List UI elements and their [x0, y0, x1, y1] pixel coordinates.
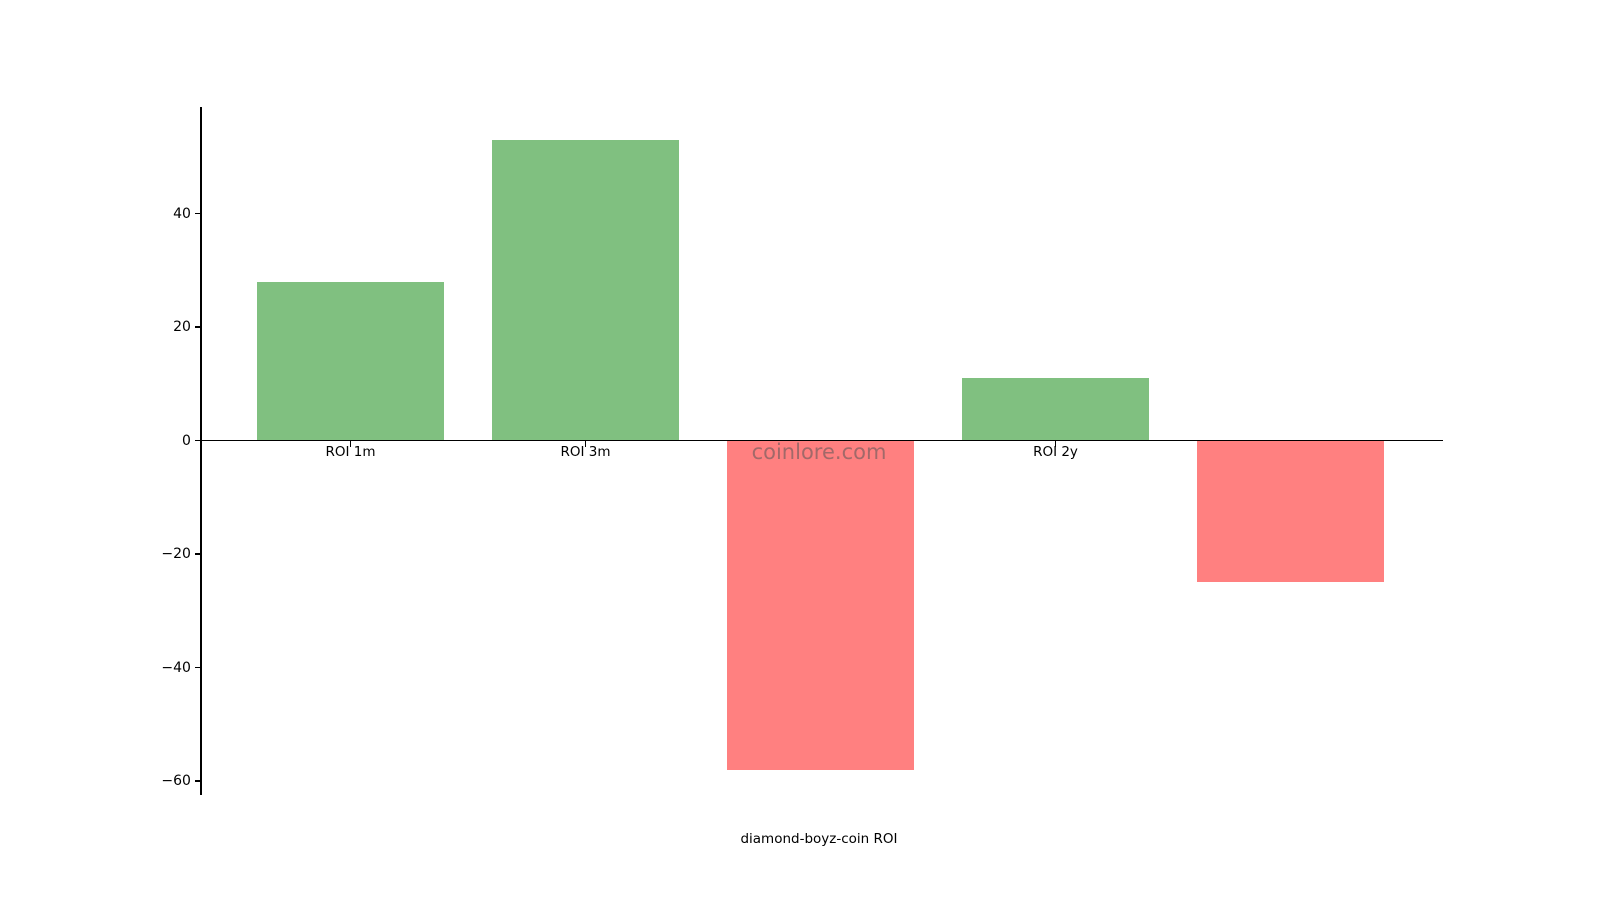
bar-3	[727, 440, 914, 770]
y-tick	[194, 780, 201, 782]
x-tick-label: ROI 2y	[1033, 443, 1078, 460]
y-tick-label: 0	[181, 432, 191, 449]
y-tick-label: −60	[161, 773, 191, 789]
watermark-text: coinlore.com	[751, 440, 887, 464]
y-tick	[194, 326, 201, 328]
x-tick-label: ROI 3m	[560, 443, 611, 460]
y-tick	[194, 439, 201, 442]
bar-roi-3m	[492, 139, 679, 441]
x-tick-label: ROI 1m	[325, 443, 376, 460]
bar-roi-2y	[962, 378, 1149, 441]
x-tick	[1054, 440, 1057, 447]
chart-title: diamond-boyz-coin ROI	[740, 831, 898, 847]
bar-roi-1m	[257, 281, 444, 441]
y-tick	[194, 553, 201, 555]
y-tick-label: −20	[161, 546, 191, 562]
x-tick	[584, 440, 587, 447]
y-axis-line	[200, 107, 202, 795]
y-tick	[194, 212, 201, 215]
y-tick-label: 40	[173, 205, 191, 222]
y-tick-label: 20	[173, 319, 191, 335]
y-tick	[194, 666, 201, 669]
x-tick	[349, 440, 352, 447]
y-tick-label: −40	[161, 659, 191, 676]
x-axis-line	[200, 439, 1443, 442]
bar-5	[1197, 440, 1384, 583]
